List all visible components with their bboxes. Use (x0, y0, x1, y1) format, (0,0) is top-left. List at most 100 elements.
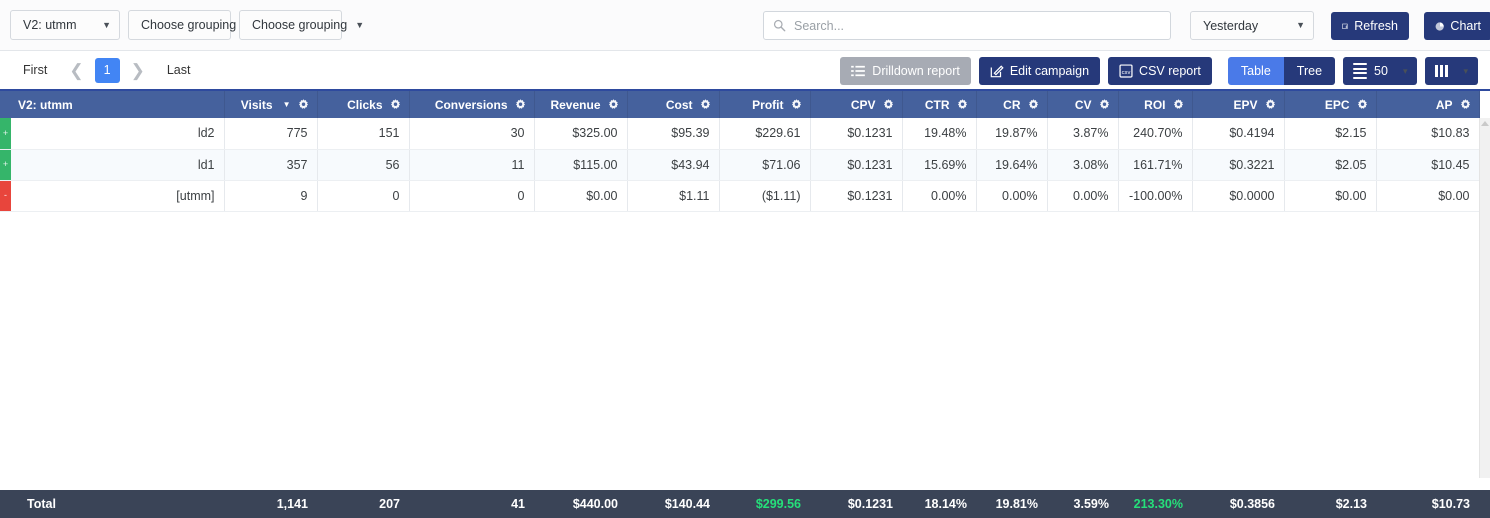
column-header-roi[interactable]: ROI (1118, 91, 1193, 118)
gear-icon[interactable] (1460, 99, 1471, 110)
total-cell-epc: $2.13 (1335, 497, 1367, 511)
column-header-label: Visits (240, 97, 273, 112)
report-table: V2: utmm Visits ▼ Clicks Conversions Revenue C… (0, 91, 1480, 212)
refresh-button[interactable]: Refresh (1331, 12, 1409, 40)
column-header-cost[interactable]: Cost (627, 91, 720, 118)
column-header-cpv[interactable]: CPV (810, 91, 903, 118)
cell-visits: 9 (224, 180, 318, 212)
column-header-conversions[interactable]: Conversions (409, 91, 535, 118)
column-header-label: ROI (1144, 97, 1166, 112)
column-header-visits[interactable]: Visits ▼ (224, 91, 318, 118)
total-cell-cost: $140.44 (664, 497, 710, 511)
total-cell-name: Total (27, 497, 56, 511)
table-row[interactable]: - [utmm] 9 0 0 $0.00 $1.11 ($1.11) $0.1231 0.00% 0… (0, 180, 1480, 212)
cell-cpv: $0.1231 (810, 180, 903, 212)
total-cell-cr: 19.81% (995, 497, 1038, 511)
grouping-select-third-label: Choose grouping (252, 18, 348, 32)
cell-epv: $0.0000 (1192, 180, 1285, 212)
column-header-label: Clicks (347, 97, 383, 112)
chevron-down-icon: ▼ (1296, 20, 1305, 30)
drilldown-report-label: Drilldown report (872, 64, 960, 78)
pagination-last[interactable]: Last (166, 63, 191, 77)
total-cell-clicks: 207 (379, 497, 400, 511)
grouping-select-third[interactable]: Choose grouping ▼ (239, 10, 364, 40)
row-status-positive[interactable]: + (0, 118, 11, 149)
column-header-name[interactable]: V2: utmm (0, 91, 225, 118)
pie-chart-icon (1435, 21, 1444, 31)
column-header-epc[interactable]: EPC (1284, 91, 1377, 118)
total-cell-epv: $0.3856 (1229, 497, 1275, 511)
gear-icon[interactable] (1265, 99, 1276, 110)
search-input[interactable] (794, 18, 1161, 33)
cell-cpv: $0.1231 (810, 118, 903, 150)
gear-icon[interactable] (1357, 99, 1368, 110)
grouping-select-primary-label: V2: utmm (23, 18, 77, 32)
gear-icon[interactable] (1173, 99, 1184, 110)
gear-icon[interactable] (700, 99, 711, 110)
grouping-select-second[interactable]: Choose grouping ▼ (128, 10, 253, 40)
gear-icon[interactable] (957, 99, 968, 110)
gear-icon[interactable] (608, 99, 619, 110)
cell-name: + ld2 (0, 118, 225, 150)
gear-icon[interactable] (1099, 99, 1110, 110)
column-header-label: CTR (924, 97, 950, 112)
column-header-label: Revenue (550, 97, 601, 112)
csv-report-button[interactable]: csv CSV report (1108, 57, 1212, 85)
column-header-epv[interactable]: EPV (1192, 91, 1285, 118)
column-header-revenue[interactable]: Revenue (534, 91, 628, 118)
drilldown-report-button[interactable]: Drilldown report (840, 57, 971, 85)
chevron-left-icon[interactable]: ❮ (69, 60, 84, 80)
total-row: Total 1,141 207 41 $440.00 $140.44 $299.56 $0.1… (0, 490, 1490, 518)
cell-ctr: 0.00% (902, 180, 977, 212)
gear-icon[interactable] (298, 99, 309, 110)
pagination-first[interactable]: First (23, 63, 48, 77)
vertical-scrollbar[interactable] (1479, 118, 1490, 478)
report-table-area: V2: utmm Visits ▼ Clicks Conversions Revenue C… (0, 91, 1490, 478)
gear-icon[interactable] (1028, 99, 1039, 110)
date-range-select[interactable]: Yesterday ▼ (1190, 11, 1314, 40)
column-header-cv[interactable]: CV (1047, 91, 1119, 118)
column-header-cr[interactable]: CR (976, 91, 1048, 118)
gear-icon[interactable] (390, 99, 401, 110)
chevron-down-icon: ▾ (1402, 65, 1408, 76)
chart-button[interactable]: Chart (1424, 12, 1490, 40)
table-row[interactable]: + ld1 357 56 11 $115.00 $43.94 $71.06 $0.1231 15.… (0, 149, 1480, 181)
date-range-label: Yesterday (1203, 18, 1259, 33)
search-box[interactable] (763, 11, 1171, 40)
edit-campaign-label: Edit campaign (1009, 64, 1090, 78)
row-status-positive[interactable]: + (0, 149, 11, 180)
chevron-down-icon: ▼ (355, 19, 365, 30)
column-header-ctr[interactable]: CTR (902, 91, 977, 118)
rows-per-page-select[interactable]: 50 ▾ (1343, 57, 1418, 85)
column-header-ap[interactable]: AP (1376, 91, 1480, 118)
grouping-select-primary[interactable]: V2: utmm ▼ (10, 10, 120, 40)
column-header-profit[interactable]: Profit (719, 91, 811, 118)
sort-descending-icon[interactable]: ▼ (282, 100, 291, 109)
row-status-negative[interactable]: - (0, 180, 11, 211)
column-settings-button[interactable]: ▾ (1425, 57, 1478, 85)
cell-ap: $10.83 (1376, 118, 1480, 150)
table-row[interactable]: + ld2 775 151 30 $325.00 $95.39 $229.61 $0.1231 1… (0, 118, 1480, 150)
cell-ctr: 15.69% (902, 149, 977, 181)
scroll-up-arrow-icon[interactable] (1481, 121, 1489, 126)
column-header-label: V2: utmm (18, 97, 73, 112)
total-cell-ap: $10.73 (1431, 497, 1470, 511)
gear-icon[interactable] (515, 99, 526, 110)
edit-campaign-button[interactable]: Edit campaign (978, 57, 1101, 85)
cell-epc: $2.05 (1284, 149, 1377, 181)
cell-ctr: 19.48% (902, 118, 977, 150)
view-mode-tree[interactable]: Tree (1283, 57, 1336, 85)
gear-icon[interactable] (883, 99, 894, 110)
grouping-select-second-label: Choose grouping (141, 18, 237, 32)
column-header-clicks[interactable]: Clicks (317, 91, 410, 118)
cell-visits: 357 (224, 149, 318, 181)
pagination-page-1[interactable]: 1 (94, 57, 120, 83)
cell-conversions: 30 (409, 118, 535, 150)
header-row: V2: utmm Visits ▼ Clicks Conversions Revenue C… (0, 91, 1480, 118)
column-header-label: EPV (1233, 97, 1258, 112)
row-label: ld2 (197, 126, 215, 141)
chevron-right-icon[interactable]: ❯ (130, 60, 145, 80)
total-cell-revenue: $440.00 (572, 497, 618, 511)
gear-icon[interactable] (791, 99, 802, 110)
view-mode-table[interactable]: Table (1227, 57, 1284, 85)
